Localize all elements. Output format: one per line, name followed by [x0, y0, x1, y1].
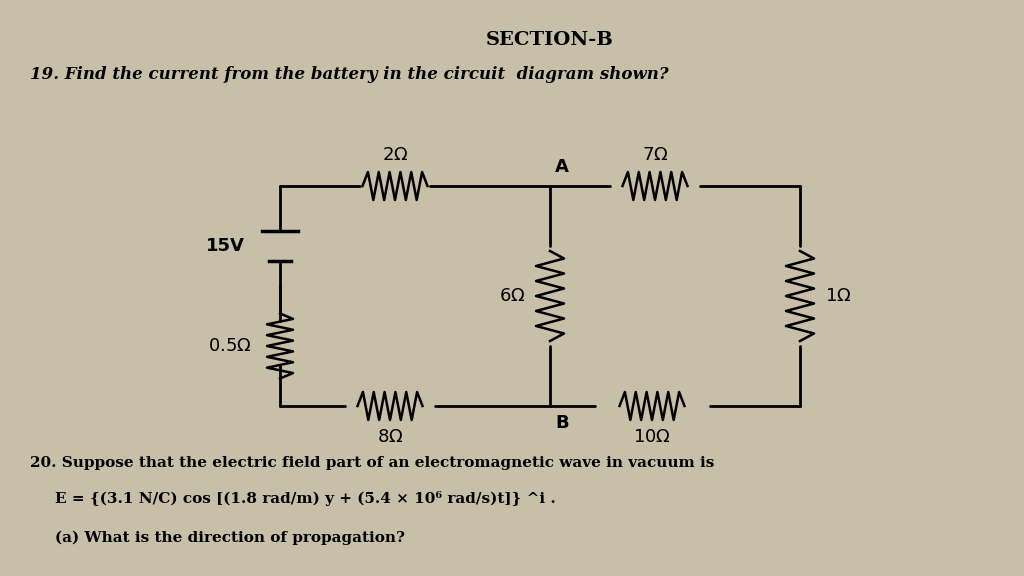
Text: $8\Omega$: $8\Omega$ — [377, 428, 403, 446]
Text: 20. Suppose that the electric field part of an electromagnetic wave in vacuum is: 20. Suppose that the electric field part… — [30, 456, 715, 470]
Text: 19. Find the current from the battery in the circuit  diagram shown?: 19. Find the current from the battery in… — [30, 66, 669, 83]
Text: $2\Omega$: $2\Omega$ — [382, 146, 409, 164]
Text: E = {(3.1 N/C) cos [(1.8 rad/m) y + (5.4 × 10⁶ rad/s)t]} ^i .: E = {(3.1 N/C) cos [(1.8 rad/m) y + (5.4… — [55, 491, 556, 506]
Text: $1\Omega$: $1\Omega$ — [825, 287, 851, 305]
Text: (a) What is the direction of propagation?: (a) What is the direction of propagation… — [55, 531, 404, 545]
Text: 15V: 15V — [206, 237, 245, 255]
Text: $6\Omega$: $6\Omega$ — [499, 287, 525, 305]
Text: $10\Omega$: $10\Omega$ — [633, 428, 671, 446]
Text: $0.5\Omega$: $0.5\Omega$ — [208, 337, 252, 355]
Text: A: A — [555, 158, 569, 176]
Text: SECTION-B: SECTION-B — [486, 31, 614, 49]
Text: $7\Omega$: $7\Omega$ — [642, 146, 669, 164]
Text: B: B — [555, 414, 568, 432]
